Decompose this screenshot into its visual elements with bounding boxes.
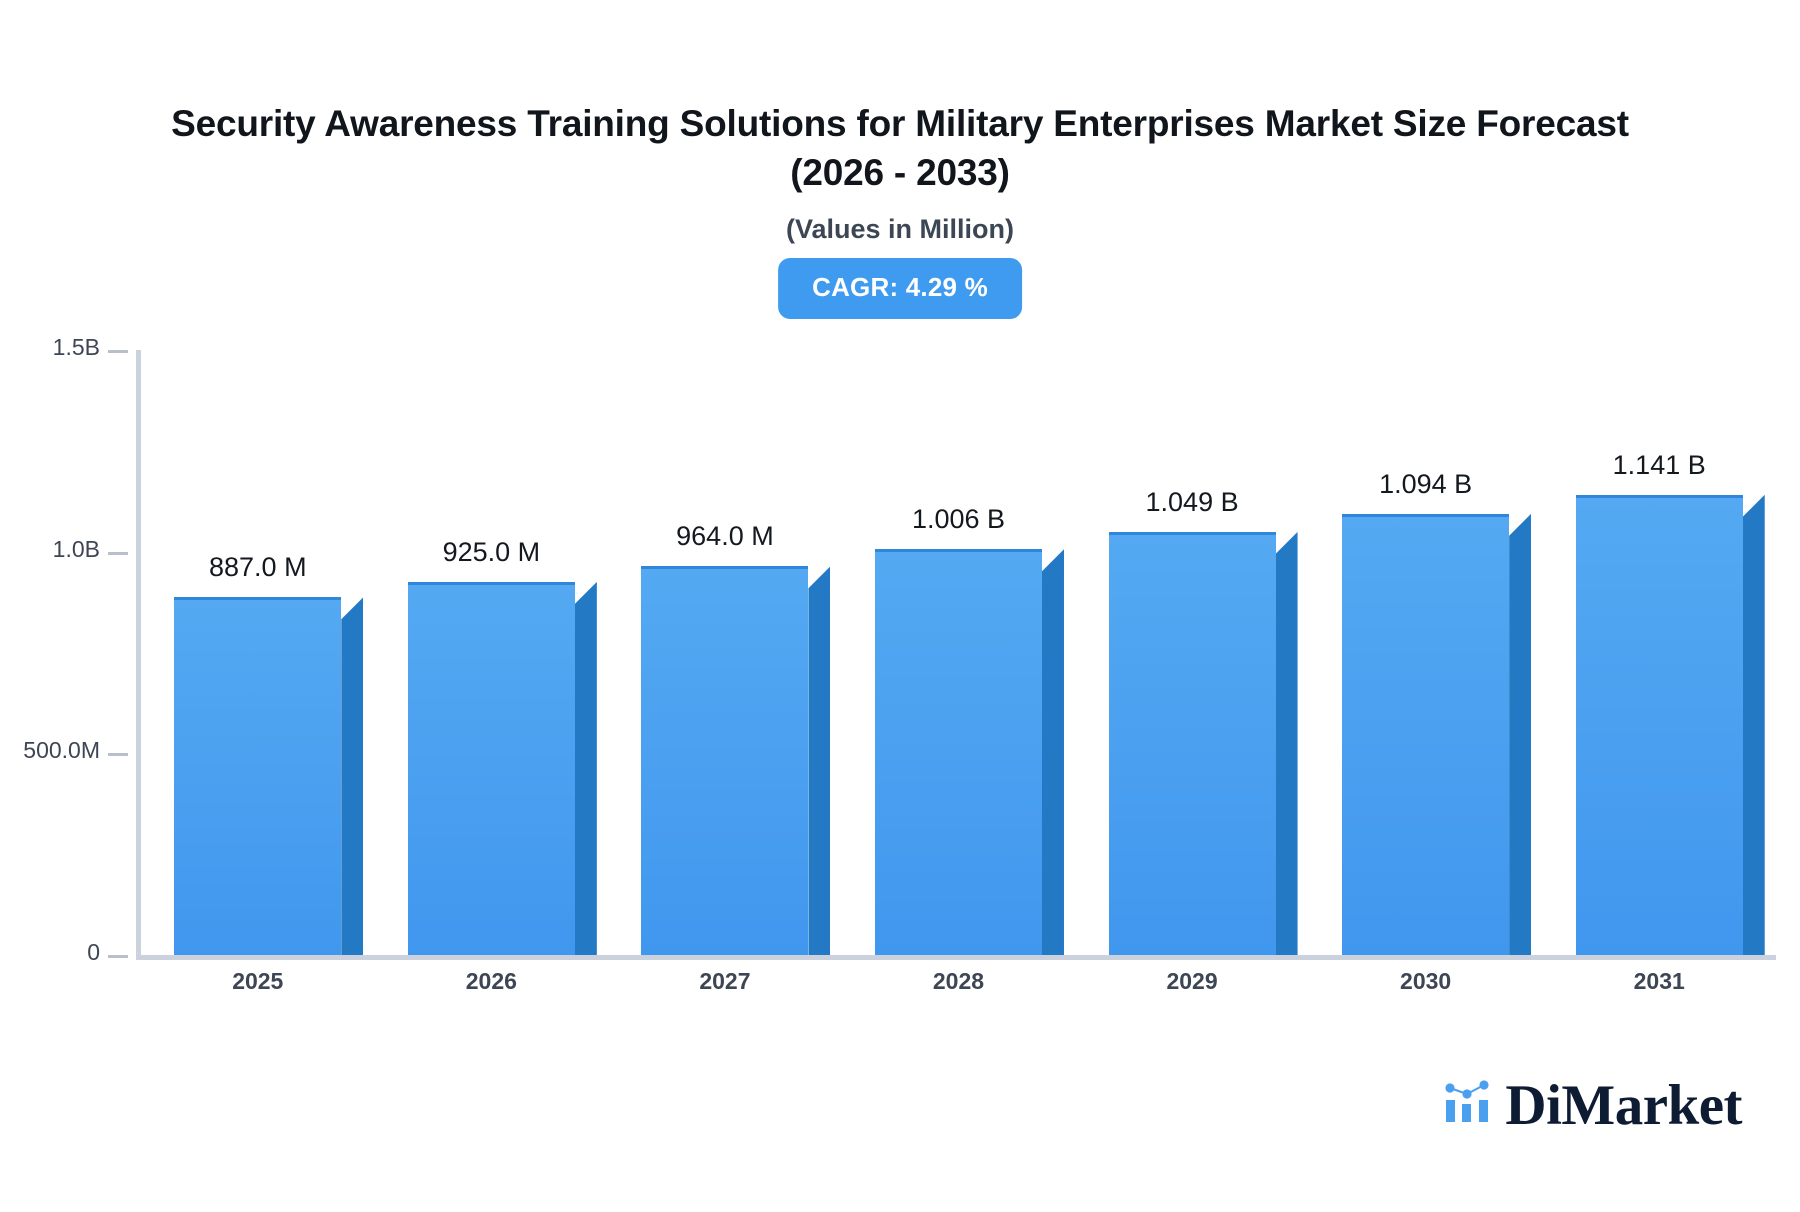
bars-layer: 887.0 M 925.0 M 964.0 M 1.006 B 1.049 B 1.094…: [141, 340, 1776, 955]
x-axis-label: 2026: [465, 968, 517, 994]
chart-subtitle: (Values in Million): [785, 213, 1015, 244]
bar-value-label: 925.0 M: [442, 536, 541, 567]
x-axis-line: [136, 955, 1776, 960]
y-axis-tick-label: 0: [87, 939, 100, 965]
bar-chart-icon: [1441, 1077, 1493, 1134]
y-axis-tick: 1.5B: [0, 334, 136, 360]
bar-value-label: 887.0 M: [209, 552, 307, 583]
y-axis-tick: 500.0M: [0, 737, 136, 763]
bar-front-face: [174, 597, 342, 955]
bar-front-face: [1342, 513, 1510, 955]
bar-front-face: [407, 581, 575, 955]
bar-side-face: [1742, 494, 1765, 955]
plot-area: 0 500.0M 1.0B 1.5B 887.0 M 925.0 M 964.0 M 1.0…: [0, 334, 1800, 994]
bar[interactable]: [1108, 531, 1298, 955]
bar-side-face: [1275, 531, 1298, 955]
y-axis-tick-label: 500.0M: [23, 737, 100, 764]
y-axis-tick: 0: [0, 939, 136, 965]
bar-column[interactable]: 1.141 B: [1575, 340, 1765, 955]
bar[interactable]: [641, 566, 831, 955]
y-axis-tick-mark: [108, 551, 128, 555]
y-axis-tick: 1.0B: [0, 536, 136, 562]
bar-side-face: [574, 581, 597, 955]
bar-front-face: [1575, 494, 1743, 955]
bar-value-label: 1.049 B: [1145, 486, 1239, 517]
bar-column[interactable]: 1.049 B: [1108, 340, 1298, 955]
y-axis-tick-label: 1.0B: [52, 535, 100, 562]
dimarket-logo: DiMarket: [1441, 1077, 1742, 1134]
bar-value-label: 1.094 B: [1379, 468, 1473, 499]
bar-value-label: 964.0 M: [676, 521, 774, 552]
y-axis-line: [136, 350, 141, 960]
logo-text: DiMarket: [1505, 1074, 1742, 1137]
bar-side-face: [1509, 513, 1532, 955]
title-block: Security Awareness Training Solutions fo…: [0, 100, 1800, 245]
bar-front-face: [874, 549, 1042, 955]
x-axis-label: 2031: [1633, 968, 1685, 994]
bar-front-face: [641, 566, 809, 955]
bar-column[interactable]: 925.0 M: [407, 340, 597, 955]
x-axis-labels: 2025 2026 2027 2028 2029 2030 2031: [141, 968, 1776, 1018]
bar[interactable]: [174, 597, 364, 955]
bar[interactable]: [1575, 494, 1765, 955]
bar-column[interactable]: 964.0 M: [641, 340, 831, 955]
bar-column[interactable]: 887.0 M: [174, 340, 364, 955]
bar-side-face: [808, 566, 831, 955]
bar-front-face: [1108, 531, 1276, 955]
bar[interactable]: [407, 581, 597, 955]
x-axis-label: 2027: [699, 968, 751, 994]
bar-side-face: [1041, 549, 1064, 955]
bar-side-face: [341, 597, 364, 955]
bar-column[interactable]: 1.094 B: [1342, 340, 1532, 955]
bar-value-label: 1.141 B: [1612, 449, 1706, 480]
cagr-badge: CAGR: 4.29 %: [778, 258, 1022, 319]
y-axis-tick-mark: [108, 753, 128, 757]
x-axis-label: 2030: [1400, 968, 1452, 994]
y-axis-tick-label: 1.5B: [52, 334, 100, 360]
x-axis-label: 2029: [1166, 968, 1218, 994]
y-axis-tick-mark: [108, 955, 128, 958]
chart-title: Security Awareness Training Solutions fo…: [171, 103, 1629, 193]
bar-column[interactable]: 1.006 B: [874, 340, 1064, 955]
bar-value-label: 1.006 B: [911, 504, 1006, 535]
bar[interactable]: [1342, 513, 1532, 955]
bar[interactable]: [874, 549, 1064, 955]
y-axis-tick-mark: [108, 350, 128, 353]
x-axis-label: 2025: [232, 968, 284, 994]
x-axis-label: 2028: [932, 968, 985, 994]
